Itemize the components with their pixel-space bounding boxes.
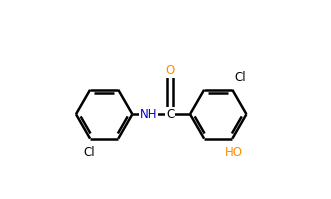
Text: O: O bbox=[166, 63, 175, 77]
Text: C: C bbox=[166, 108, 174, 121]
Text: NH: NH bbox=[140, 108, 157, 121]
Text: Cl: Cl bbox=[83, 146, 95, 159]
Text: Cl: Cl bbox=[235, 71, 246, 84]
Text: HO: HO bbox=[224, 146, 243, 159]
